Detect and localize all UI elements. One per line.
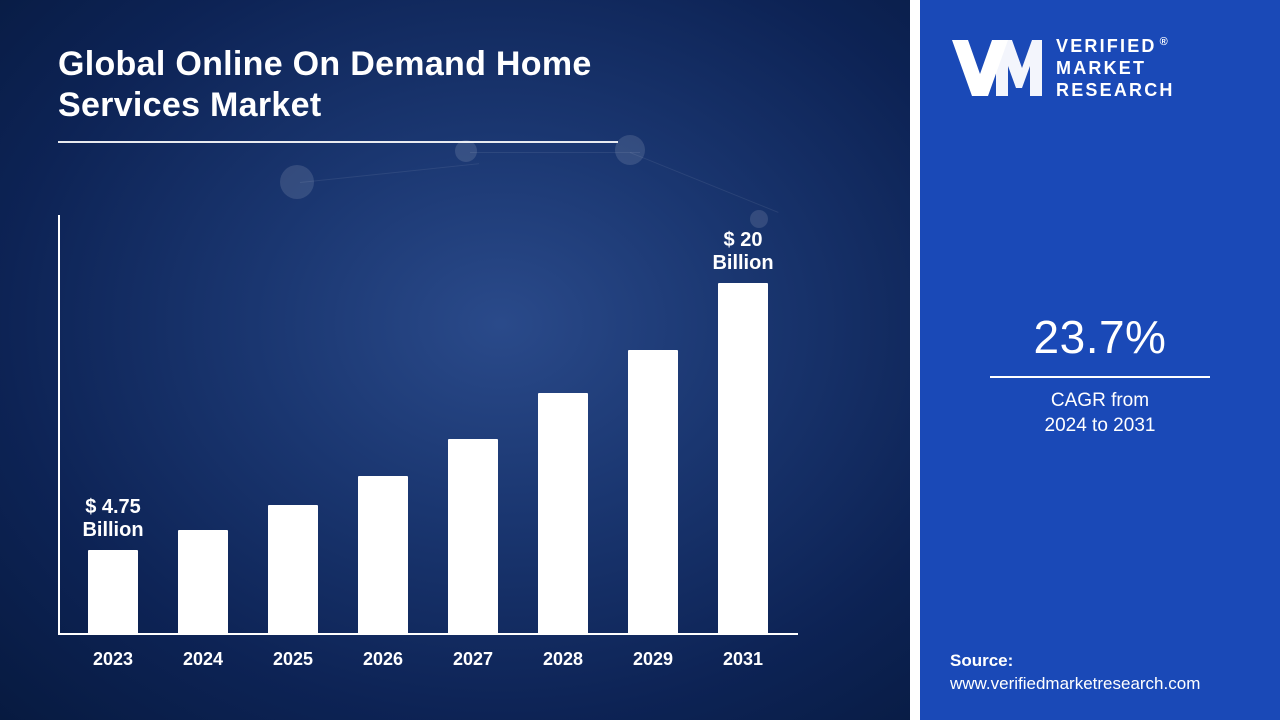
cagr-subtext: CAGR from 2024 to 2031 <box>920 388 1280 439</box>
brand-text: VERIFIED® MARKET RESEARCH <box>1056 36 1175 102</box>
registered-mark: ® <box>1160 36 1170 48</box>
decor-dot <box>455 140 477 162</box>
brand-line1: VERIFIED <box>1056 36 1157 56</box>
bar-slot <box>448 439 498 633</box>
bar-value-label: $ 20Billion <box>683 229 803 275</box>
x-tick-label: 2031 <box>706 649 780 670</box>
x-tick-label: 2026 <box>346 649 420 670</box>
bar <box>448 439 498 633</box>
x-ticks: 2023 2024 2025 2026 2027 2028 2029 2031 <box>58 640 798 670</box>
source-label: Source: <box>950 650 1200 673</box>
infographic-container: Global Online On Demand Home Services Ma… <box>0 0 1280 720</box>
bar-slot: $ 20Billion <box>718 283 768 633</box>
bar-slot <box>538 393 588 633</box>
brand-logo: VERIFIED® MARKET RESEARCH <box>950 36 1250 102</box>
decor-line <box>470 152 640 153</box>
title-block: Global Online On Demand Home Services Ma… <box>58 44 678 143</box>
x-tick-label: 2024 <box>166 649 240 670</box>
bars-group: $ 4.75Billion $ 20Billion <box>58 213 798 633</box>
bar <box>358 476 408 634</box>
bar <box>718 283 768 633</box>
x-axis <box>58 633 798 635</box>
bar-slot: $ 4.75Billion <box>88 550 138 633</box>
source-url: www.verifiedmarketresearch.com <box>950 673 1200 696</box>
cagr-block: 23.7% CAGR from 2024 to 2031 <box>920 310 1280 439</box>
x-tick-label: 2023 <box>76 649 150 670</box>
x-tick-label: 2029 <box>616 649 690 670</box>
cagr-value: 23.7% <box>920 310 1280 364</box>
bar-slot <box>628 350 678 634</box>
bar-slot <box>358 476 408 634</box>
x-tick-label: 2028 <box>526 649 600 670</box>
cagr-line2: 2024 to 2031 <box>1045 415 1156 436</box>
left-panel: Global Online On Demand Home Services Ma… <box>0 0 910 720</box>
cagr-underline <box>990 376 1210 378</box>
brand-line3: RESEARCH <box>1056 80 1175 100</box>
decor-line <box>300 163 479 183</box>
bar-slot <box>268 505 318 633</box>
x-tick-label: 2025 <box>256 649 330 670</box>
cagr-line1: CAGR from <box>1051 390 1149 411</box>
bar <box>178 530 228 633</box>
source-block: Source: www.verifiedmarketresearch.com <box>950 650 1200 696</box>
chart-title: Global Online On Demand Home Services Ma… <box>58 44 678 127</box>
bar-chart: $ 4.75Billion$ 20Billion 202320242025202… <box>58 200 848 670</box>
bar <box>628 350 678 634</box>
bar <box>268 505 318 633</box>
bar-slot <box>178 530 228 633</box>
title-underline <box>58 141 618 143</box>
bar <box>538 393 588 633</box>
bar <box>88 550 138 633</box>
bar-value-label: $ 4.75Billion <box>53 496 173 542</box>
x-tick-label: 2027 <box>436 649 510 670</box>
right-panel: VERIFIED® MARKET RESEARCH 23.7% CAGR fro… <box>920 0 1280 720</box>
vmr-logo-icon <box>950 36 1042 102</box>
panel-divider <box>910 0 920 720</box>
brand-line2: MARKET <box>1056 58 1146 78</box>
